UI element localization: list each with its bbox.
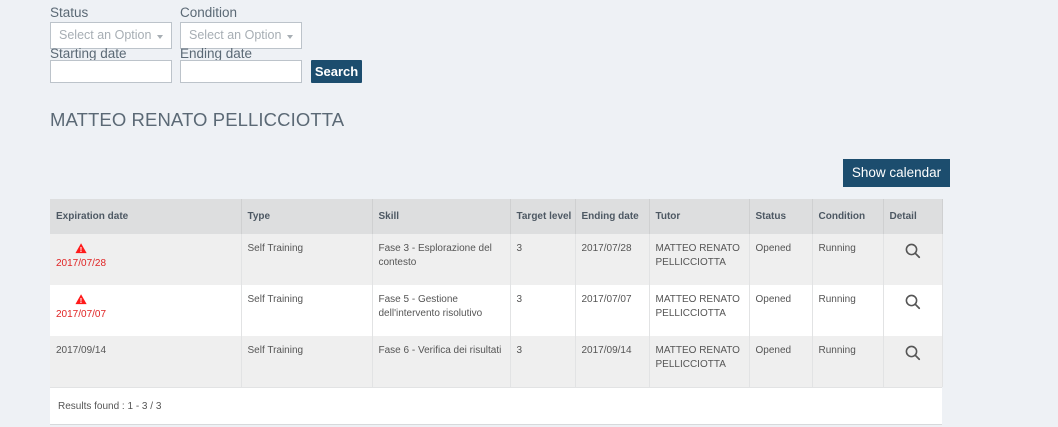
svg-text:!: ! <box>79 245 82 254</box>
svg-text:!: ! <box>79 296 82 305</box>
